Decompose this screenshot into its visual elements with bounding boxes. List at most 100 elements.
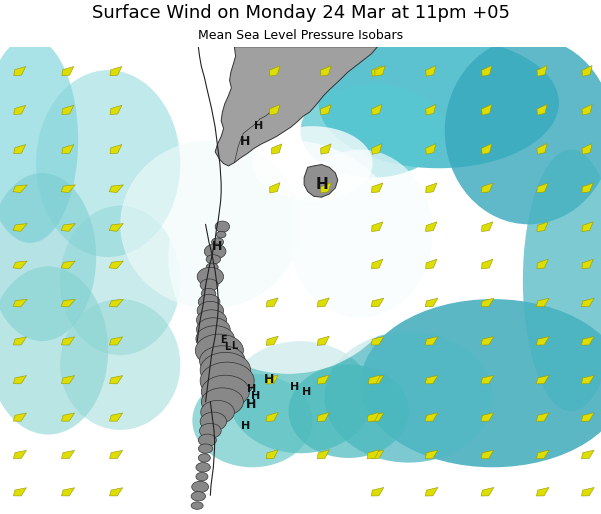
Polygon shape bbox=[266, 375, 278, 384]
Polygon shape bbox=[266, 336, 278, 345]
Ellipse shape bbox=[196, 472, 208, 481]
Text: L: L bbox=[231, 341, 237, 351]
Ellipse shape bbox=[0, 38, 78, 243]
Polygon shape bbox=[481, 66, 492, 76]
Ellipse shape bbox=[120, 140, 300, 308]
Polygon shape bbox=[481, 222, 493, 231]
Polygon shape bbox=[270, 104, 280, 115]
Ellipse shape bbox=[191, 491, 206, 501]
Polygon shape bbox=[61, 488, 75, 496]
Ellipse shape bbox=[201, 400, 234, 424]
Ellipse shape bbox=[198, 454, 210, 462]
Text: H: H bbox=[246, 384, 256, 394]
Ellipse shape bbox=[300, 84, 445, 178]
Polygon shape bbox=[61, 261, 75, 269]
Polygon shape bbox=[367, 450, 379, 459]
Polygon shape bbox=[110, 66, 122, 76]
Ellipse shape bbox=[200, 346, 245, 376]
Text: H: H bbox=[290, 382, 299, 392]
Polygon shape bbox=[368, 375, 380, 384]
Polygon shape bbox=[317, 336, 329, 345]
Text: L: L bbox=[224, 342, 230, 352]
Polygon shape bbox=[109, 261, 123, 269]
Polygon shape bbox=[371, 143, 382, 154]
Polygon shape bbox=[371, 298, 384, 307]
Ellipse shape bbox=[228, 341, 373, 453]
Ellipse shape bbox=[201, 388, 243, 416]
Text: Surface Wind on Monday 24 Mar at 11pm +05: Surface Wind on Monday 24 Mar at 11pm +0… bbox=[91, 4, 510, 22]
Polygon shape bbox=[266, 412, 278, 421]
Ellipse shape bbox=[288, 150, 433, 318]
Ellipse shape bbox=[200, 412, 227, 431]
Polygon shape bbox=[317, 375, 329, 384]
Ellipse shape bbox=[200, 279, 218, 291]
Text: H: H bbox=[315, 177, 328, 192]
Ellipse shape bbox=[212, 238, 224, 246]
Polygon shape bbox=[537, 298, 549, 307]
Polygon shape bbox=[13, 261, 27, 269]
Ellipse shape bbox=[361, 299, 601, 467]
Polygon shape bbox=[215, 47, 377, 166]
Ellipse shape bbox=[523, 150, 601, 411]
Polygon shape bbox=[266, 450, 278, 459]
Polygon shape bbox=[582, 375, 594, 384]
Text: H: H bbox=[302, 387, 311, 397]
Ellipse shape bbox=[197, 267, 224, 286]
Polygon shape bbox=[537, 337, 549, 345]
Ellipse shape bbox=[204, 244, 226, 259]
Polygon shape bbox=[426, 183, 437, 193]
Polygon shape bbox=[371, 450, 384, 458]
Polygon shape bbox=[110, 144, 122, 154]
Polygon shape bbox=[109, 299, 123, 307]
Ellipse shape bbox=[195, 334, 243, 367]
Polygon shape bbox=[109, 488, 123, 496]
Polygon shape bbox=[537, 66, 547, 76]
Ellipse shape bbox=[200, 424, 221, 438]
Polygon shape bbox=[426, 298, 438, 307]
Ellipse shape bbox=[198, 444, 213, 453]
Ellipse shape bbox=[252, 126, 373, 201]
Text: E: E bbox=[220, 335, 227, 345]
Polygon shape bbox=[481, 183, 493, 193]
Ellipse shape bbox=[325, 332, 493, 463]
Text: H: H bbox=[240, 135, 251, 148]
Polygon shape bbox=[304, 164, 338, 197]
Polygon shape bbox=[13, 413, 26, 421]
Polygon shape bbox=[426, 104, 436, 115]
Polygon shape bbox=[481, 143, 492, 154]
Polygon shape bbox=[582, 259, 593, 269]
Polygon shape bbox=[13, 337, 26, 345]
Polygon shape bbox=[13, 299, 27, 307]
Ellipse shape bbox=[215, 221, 230, 232]
Ellipse shape bbox=[200, 362, 254, 399]
Polygon shape bbox=[321, 66, 331, 76]
Polygon shape bbox=[13, 488, 26, 496]
Polygon shape bbox=[481, 104, 492, 115]
Polygon shape bbox=[371, 104, 382, 115]
Ellipse shape bbox=[198, 295, 220, 309]
Ellipse shape bbox=[192, 481, 209, 492]
Ellipse shape bbox=[201, 288, 216, 299]
Polygon shape bbox=[371, 222, 383, 231]
Polygon shape bbox=[321, 144, 331, 154]
Polygon shape bbox=[537, 183, 548, 193]
Polygon shape bbox=[481, 413, 494, 421]
Polygon shape bbox=[367, 412, 379, 421]
Polygon shape bbox=[272, 144, 282, 154]
Polygon shape bbox=[582, 413, 594, 421]
Polygon shape bbox=[109, 185, 123, 192]
Polygon shape bbox=[426, 337, 438, 345]
Polygon shape bbox=[582, 222, 593, 231]
Polygon shape bbox=[481, 487, 494, 496]
Ellipse shape bbox=[192, 374, 313, 467]
Ellipse shape bbox=[216, 231, 226, 238]
Polygon shape bbox=[537, 450, 549, 458]
Polygon shape bbox=[321, 182, 331, 193]
Polygon shape bbox=[481, 337, 494, 345]
Polygon shape bbox=[62, 66, 74, 76]
Ellipse shape bbox=[36, 70, 180, 257]
Ellipse shape bbox=[0, 173, 96, 341]
Ellipse shape bbox=[288, 364, 409, 458]
Polygon shape bbox=[14, 66, 26, 76]
Polygon shape bbox=[371, 183, 383, 193]
